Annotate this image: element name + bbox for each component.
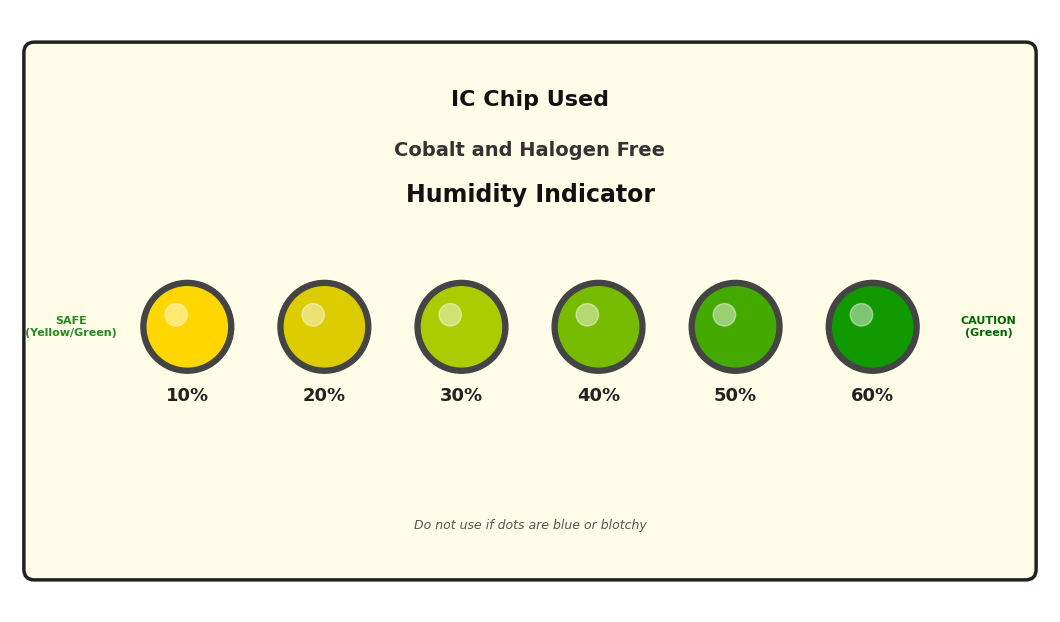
Circle shape: [695, 287, 776, 367]
Circle shape: [422, 287, 501, 367]
Text: 50%: 50%: [714, 388, 757, 406]
Circle shape: [827, 281, 919, 373]
Text: 60%: 60%: [851, 388, 895, 406]
Circle shape: [278, 281, 371, 373]
Circle shape: [832, 287, 913, 367]
Text: IC Chip Used: IC Chip Used: [450, 90, 610, 110]
FancyBboxPatch shape: [24, 42, 1036, 580]
Circle shape: [559, 287, 638, 367]
Text: SAFE
(Yellow/Green): SAFE (Yellow/Green): [25, 316, 118, 338]
Text: 10%: 10%: [165, 388, 209, 406]
Circle shape: [147, 287, 228, 367]
Text: Do not use if dots are blue or blotchy: Do not use if dots are blue or blotchy: [413, 519, 647, 532]
Circle shape: [165, 304, 188, 326]
Circle shape: [284, 287, 365, 367]
Circle shape: [552, 281, 644, 373]
Text: Humidity Indicator: Humidity Indicator: [406, 183, 654, 207]
Circle shape: [302, 304, 324, 326]
Circle shape: [416, 281, 508, 373]
Circle shape: [689, 281, 782, 373]
Text: 20%: 20%: [303, 388, 346, 406]
Circle shape: [713, 304, 736, 326]
Circle shape: [439, 304, 461, 326]
Circle shape: [850, 304, 872, 326]
Text: Cobalt and Halogen Free: Cobalt and Halogen Free: [394, 141, 666, 160]
Text: 40%: 40%: [577, 388, 620, 406]
Text: 30%: 30%: [440, 388, 483, 406]
Text: CAUTION
(Green): CAUTION (Green): [960, 316, 1017, 338]
Circle shape: [141, 281, 233, 373]
Circle shape: [576, 304, 599, 326]
